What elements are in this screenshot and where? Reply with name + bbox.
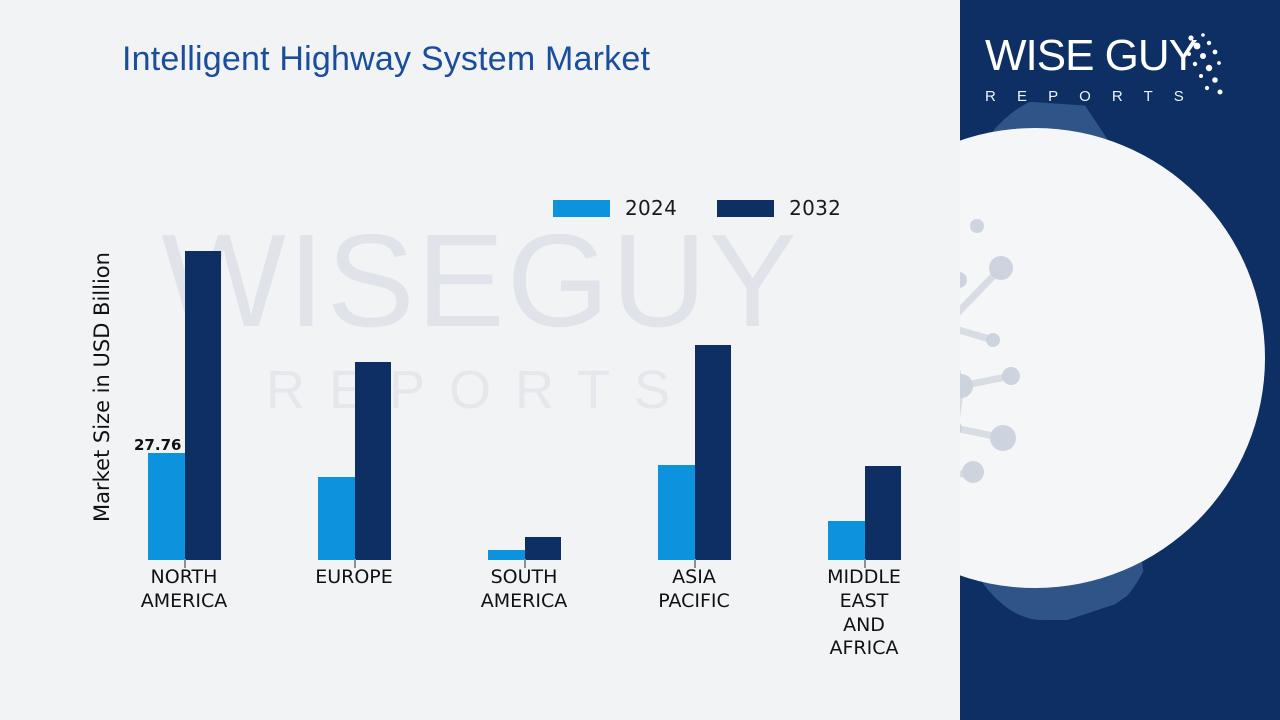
- legend-label-2032: 2032: [789, 196, 842, 220]
- brand-panel: [960, 0, 1280, 720]
- bar-2024-0[interactable]: [148, 453, 185, 560]
- chart-legend: 2024 2032: [553, 196, 841, 220]
- legend-swatch-2024: [553, 199, 610, 217]
- bar-2032-3[interactable]: [695, 345, 731, 560]
- brain-network-icon: [960, 219, 1020, 483]
- axis-tick-4: [864, 559, 866, 568]
- axis-tick-2: [524, 559, 526, 568]
- bar-2024-4[interactable]: [828, 521, 865, 560]
- plot-area: Market Size in USD Billion 27.76 NORTH AM…: [90, 251, 901, 660]
- category-label-0: NORTH AMERICA: [140, 566, 228, 612]
- axis-tick-1: [354, 559, 356, 568]
- logo-sub-text: R E P O R T S: [985, 88, 1193, 105]
- category-label-2: SOUTH AMERICA: [480, 566, 568, 612]
- bar-2032-0[interactable]: [185, 251, 221, 560]
- brand-logo: WISE GUY R E P O R T S: [985, 31, 1223, 114]
- axis-tick-0: [184, 559, 186, 568]
- bar-2024-3[interactable]: [658, 465, 695, 560]
- category-label-4: MIDDLE EAST AND AFRICA: [827, 566, 901, 660]
- category-label-3: ASIA PACIFIC: [658, 566, 730, 612]
- legend-item-2024[interactable]: 2024: [553, 196, 677, 220]
- bars-layer: 27.76 NORTH AMERICA EUROPE SOUTH AMERICA ASI…: [134, 251, 901, 660]
- axis-tick-3: [694, 559, 696, 568]
- logo-main-text: WISE GUY: [985, 31, 1198, 80]
- bar-2032-4[interactable]: [865, 466, 901, 560]
- bar-2032-2[interactable]: [525, 537, 561, 560]
- logo-dot-cluster-icon: [1187, 33, 1223, 95]
- bar-value-label-0: 27.76: [134, 436, 182, 454]
- bar-2024-2[interactable]: [488, 550, 525, 560]
- page-title: Intelligent Highway System Market: [122, 40, 651, 78]
- legend-label-2024: 2024: [625, 196, 678, 220]
- category-label-1: EUROPE: [315, 566, 393, 588]
- legend-swatch-2032: [717, 199, 775, 217]
- legend-item-2032[interactable]: 2032: [717, 196, 841, 220]
- bar-2032-1[interactable]: [355, 362, 391, 560]
- bar-2024-1[interactable]: [318, 477, 355, 560]
